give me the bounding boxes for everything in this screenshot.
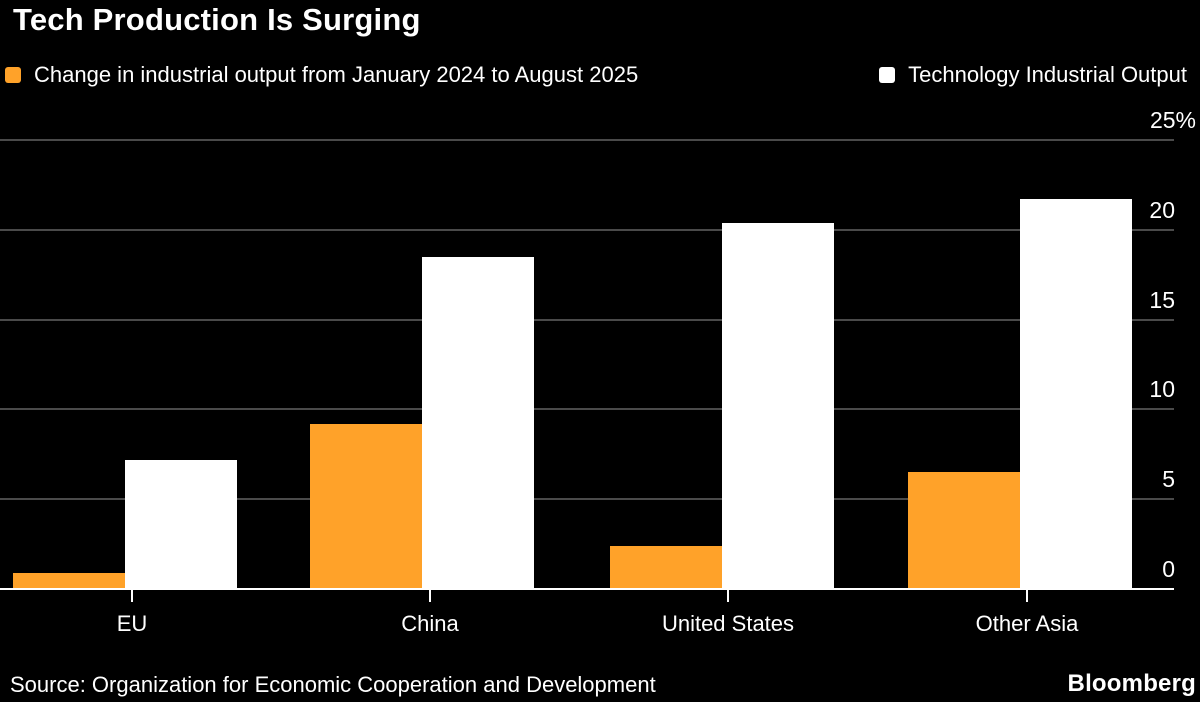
bar-other-asia-change	[908, 472, 1020, 589]
source-note: Source: Organization for Economic Cooper…	[10, 672, 656, 697]
x-axis-label-united-states: United States	[661, 611, 795, 636]
x-axis-tick-china	[429, 589, 431, 602]
x-axis-baseline	[0, 588, 1174, 590]
bar-united-states-tech-output	[722, 222, 834, 589]
bar-united-states-change	[610, 545, 722, 589]
legend-item-change: Change in industrial output from January…	[5, 62, 638, 88]
x-axis-label-china: China	[401, 611, 459, 636]
legend-label-tech: Technology Industrial Output	[908, 62, 1187, 87]
y-axis-label: 0	[1162, 556, 1175, 582]
y-axis-label: 10	[1149, 376, 1175, 403]
gridline	[0, 408, 1174, 411]
y-axis-label: 25%	[1149, 107, 1196, 133]
bar-eu-tech-output	[125, 459, 237, 589]
gridline	[0, 318, 1174, 321]
legend-swatch-tech-icon	[879, 67, 896, 83]
bloomberg-logo: Bloomberg	[1067, 670, 1196, 697]
bar-other-asia-tech-output	[1020, 199, 1132, 589]
legend-swatch-change-icon	[5, 67, 21, 83]
x-axis-tick-eu	[131, 589, 133, 602]
gridline	[0, 228, 1174, 231]
x-axis-tick-united-states	[727, 589, 729, 602]
x-axis-label-other-asia: Other Asia	[975, 611, 1079, 636]
gridline	[0, 498, 1174, 501]
bar-eu-change	[13, 572, 125, 589]
bar-china-tech-output	[422, 256, 534, 589]
y-axis-label: 20	[1149, 196, 1175, 223]
y-axis-label: 5	[1162, 466, 1175, 493]
x-axis-tick-other-asia	[1026, 589, 1028, 602]
gridline	[0, 139, 1174, 141]
x-axis-label-eu: EU	[116, 611, 148, 636]
legend-item-tech: Technology Industrial Output	[879, 62, 1187, 88]
bar-china-change	[310, 423, 422, 589]
chart-title: Tech Production Is Surging	[13, 2, 421, 37]
legend-label-change: Change in industrial output from January…	[34, 62, 639, 87]
y-axis-label: 15	[1149, 286, 1175, 313]
